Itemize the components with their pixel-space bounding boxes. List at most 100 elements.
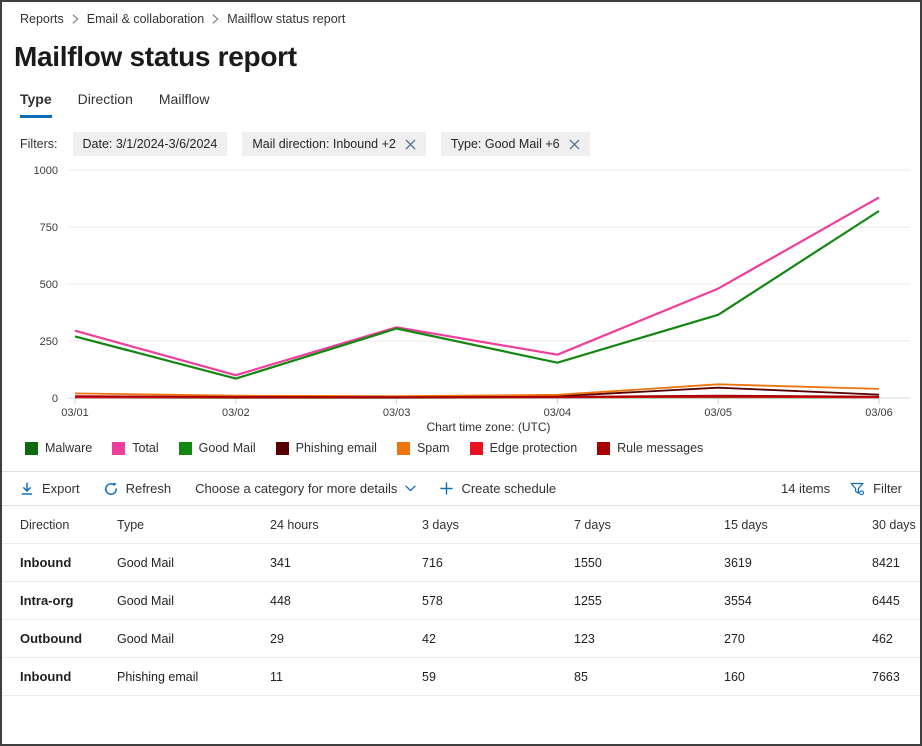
legend-item-total: Total: [112, 441, 159, 455]
y-axis-tick-label: 750: [40, 222, 58, 234]
mailflow-line-chart: 0 250 500 750 1000 03/01 03/02 03/03 03/04 03/05 0…: [34, 165, 910, 434]
x-axis-tick-label: 03/06: [865, 407, 893, 419]
cell-value: 6445: [872, 593, 900, 608]
legend-label: Edge protection: [489, 441, 578, 455]
chevron-down-icon: [405, 485, 417, 492]
refresh-icon: [104, 482, 118, 496]
cell-value: 8421: [872, 555, 900, 570]
filter-chip-label: Type: Good Mail +6: [450, 137, 560, 151]
breadcrumb-item[interactable]: Email & collaboration: [86, 12, 205, 26]
column-header[interactable]: 30 days: [872, 517, 916, 532]
export-button[interactable]: Export: [20, 481, 80, 496]
table-row[interactable]: Inbound Phishing email 11 59 85 160 7663: [2, 658, 920, 696]
cell-value: 160: [724, 669, 745, 684]
series-line-spam: [74, 383, 880, 398]
tab-direction[interactable]: Direction: [77, 91, 133, 107]
cell-value: 462: [872, 631, 893, 646]
filters-label: Filters:: [20, 137, 58, 151]
cell-value: 270: [724, 631, 745, 646]
legend-label: Good Mail: [198, 441, 256, 455]
filter-chip-label: Mail direction: Inbound +2: [252, 137, 396, 151]
chart-container: 0 250 500 750 1000 03/01 03/02 03/03 03/04 03/05 0…: [2, 159, 920, 439]
cell-value: 3619: [724, 555, 752, 570]
legend-swatch: [396, 441, 410, 455]
cell-value: 3554: [724, 593, 752, 608]
series-line-good-mail: [74, 210, 880, 380]
column-header[interactable]: 15 days: [724, 517, 768, 532]
chip-dismiss-icon[interactable]: [569, 139, 580, 150]
y-axis-tick-label: 500: [40, 279, 58, 291]
page-title: Mailflow status report: [14, 41, 297, 72]
cell-value: 341: [270, 555, 291, 570]
x-axis-tick-label: 03/02: [222, 407, 250, 419]
tab-type[interactable]: Type: [20, 91, 52, 118]
x-axis-tick-label: 03/05: [704, 407, 732, 419]
table-body: Inbound Good Mail 341 716 1550 3619 8421 Intra-…: [2, 544, 920, 696]
toolbar-right: 14 items Filter: [781, 481, 902, 496]
cell-value: 578: [422, 593, 443, 608]
legend-swatch: [178, 441, 192, 455]
legend-item-phishing-email: Phishing email: [275, 441, 377, 455]
y-axis-tick-label: 0: [52, 393, 58, 405]
cell-type: Good Mail: [117, 555, 174, 570]
table-row[interactable]: Inbound Good Mail 341 716 1550 3619 8421: [2, 544, 920, 582]
filter-button[interactable]: Filter: [850, 481, 902, 496]
cell-value: 7663: [872, 669, 900, 684]
cell-direction: Intra-org: [20, 593, 74, 608]
column-header[interactable]: 24 hours: [270, 517, 319, 532]
legend-label: Total: [132, 441, 159, 455]
cell-type: Phishing email: [117, 669, 199, 684]
legend-swatch: [469, 441, 483, 455]
chip-dismiss-icon[interactable]: [405, 139, 416, 150]
items-count: 14 items: [780, 481, 831, 496]
column-header[interactable]: 3 days: [422, 517, 459, 532]
legend-swatch: [597, 441, 611, 455]
column-header[interactable]: Direction: [20, 517, 70, 532]
chart-timezone-note: Chart time zone: (UTC): [426, 420, 550, 434]
filter-chip: Date: 3/1/2024-3/6/2024: [72, 132, 228, 156]
y-axis-tick-label: 250: [40, 336, 58, 348]
cell-value: 448: [270, 593, 291, 608]
create-schedule-button[interactable]: Create schedule: [440, 481, 556, 496]
tab-mailflow[interactable]: Mailflow: [158, 91, 210, 107]
cell-value: 59: [422, 669, 436, 684]
legend-item-spam: Spam: [396, 441, 450, 455]
legend-label: Phishing email: [295, 441, 377, 455]
series-line-total: [74, 196, 880, 377]
breadcrumb-chevron-icon: [72, 14, 79, 24]
breadcrumb: Reports Email & collaboration Mailflow sta…: [2, 2, 920, 26]
legend-label: Malware: [45, 441, 93, 455]
column-header[interactable]: 7 days: [574, 517, 611, 532]
legend-swatch: [25, 441, 38, 455]
legend-item-edge-protection: Edge protection: [469, 441, 578, 455]
tab-bar: Type Direction Mailflow: [20, 91, 920, 118]
category-dropdown[interactable]: Choose a category for more details: [195, 481, 417, 496]
toolbar: Export Refresh Choose a category for mor…: [2, 471, 920, 505]
plus-icon: [440, 482, 454, 495]
y-axis-tick-label: 1000: [34, 165, 58, 177]
legend-label: Rule messages: [617, 441, 704, 455]
legend-swatch: [112, 441, 126, 455]
cell-value: 11: [270, 669, 283, 684]
chart-legend: Malware Total Good Mail Phishing email Spam E…: [25, 441, 920, 455]
table-row[interactable]: Outbound Good Mail 29 42 123 270 462: [2, 620, 920, 658]
x-axis-tick-label: 03/03: [383, 407, 411, 419]
cell-value: 1255: [574, 593, 602, 608]
cell-value: 123: [574, 631, 595, 646]
breadcrumb-item: Mailflow status report: [227, 12, 346, 26]
filters-row: Filters: Date: 3/1/2024-3/6/2024 Mail dir…: [20, 132, 920, 156]
breadcrumb-item[interactable]: Reports: [20, 12, 64, 26]
report-table: Direction Type 24 hours 3 days 7 days 15 days…: [2, 505, 920, 696]
filter-chip-label: Date: 3/1/2024-3/6/2024: [82, 137, 218, 151]
legend-label: Spam: [416, 441, 450, 455]
legend-item-good-mail: Good Mail: [178, 441, 256, 455]
refresh-button[interactable]: Refresh: [104, 481, 171, 496]
table-header-row: Direction Type 24 hours 3 days 7 days 15 days…: [2, 506, 920, 544]
filter-chip: Mail direction: Inbound +2: [242, 132, 426, 156]
cell-value: 85: [574, 669, 588, 684]
x-axis-tick-label: 03/04: [544, 407, 572, 419]
cell-type: Good Mail: [117, 593, 174, 608]
table-row[interactable]: Intra-org Good Mail 448 578 1255 3554 6445: [2, 582, 920, 620]
column-header[interactable]: Type: [117, 517, 145, 532]
